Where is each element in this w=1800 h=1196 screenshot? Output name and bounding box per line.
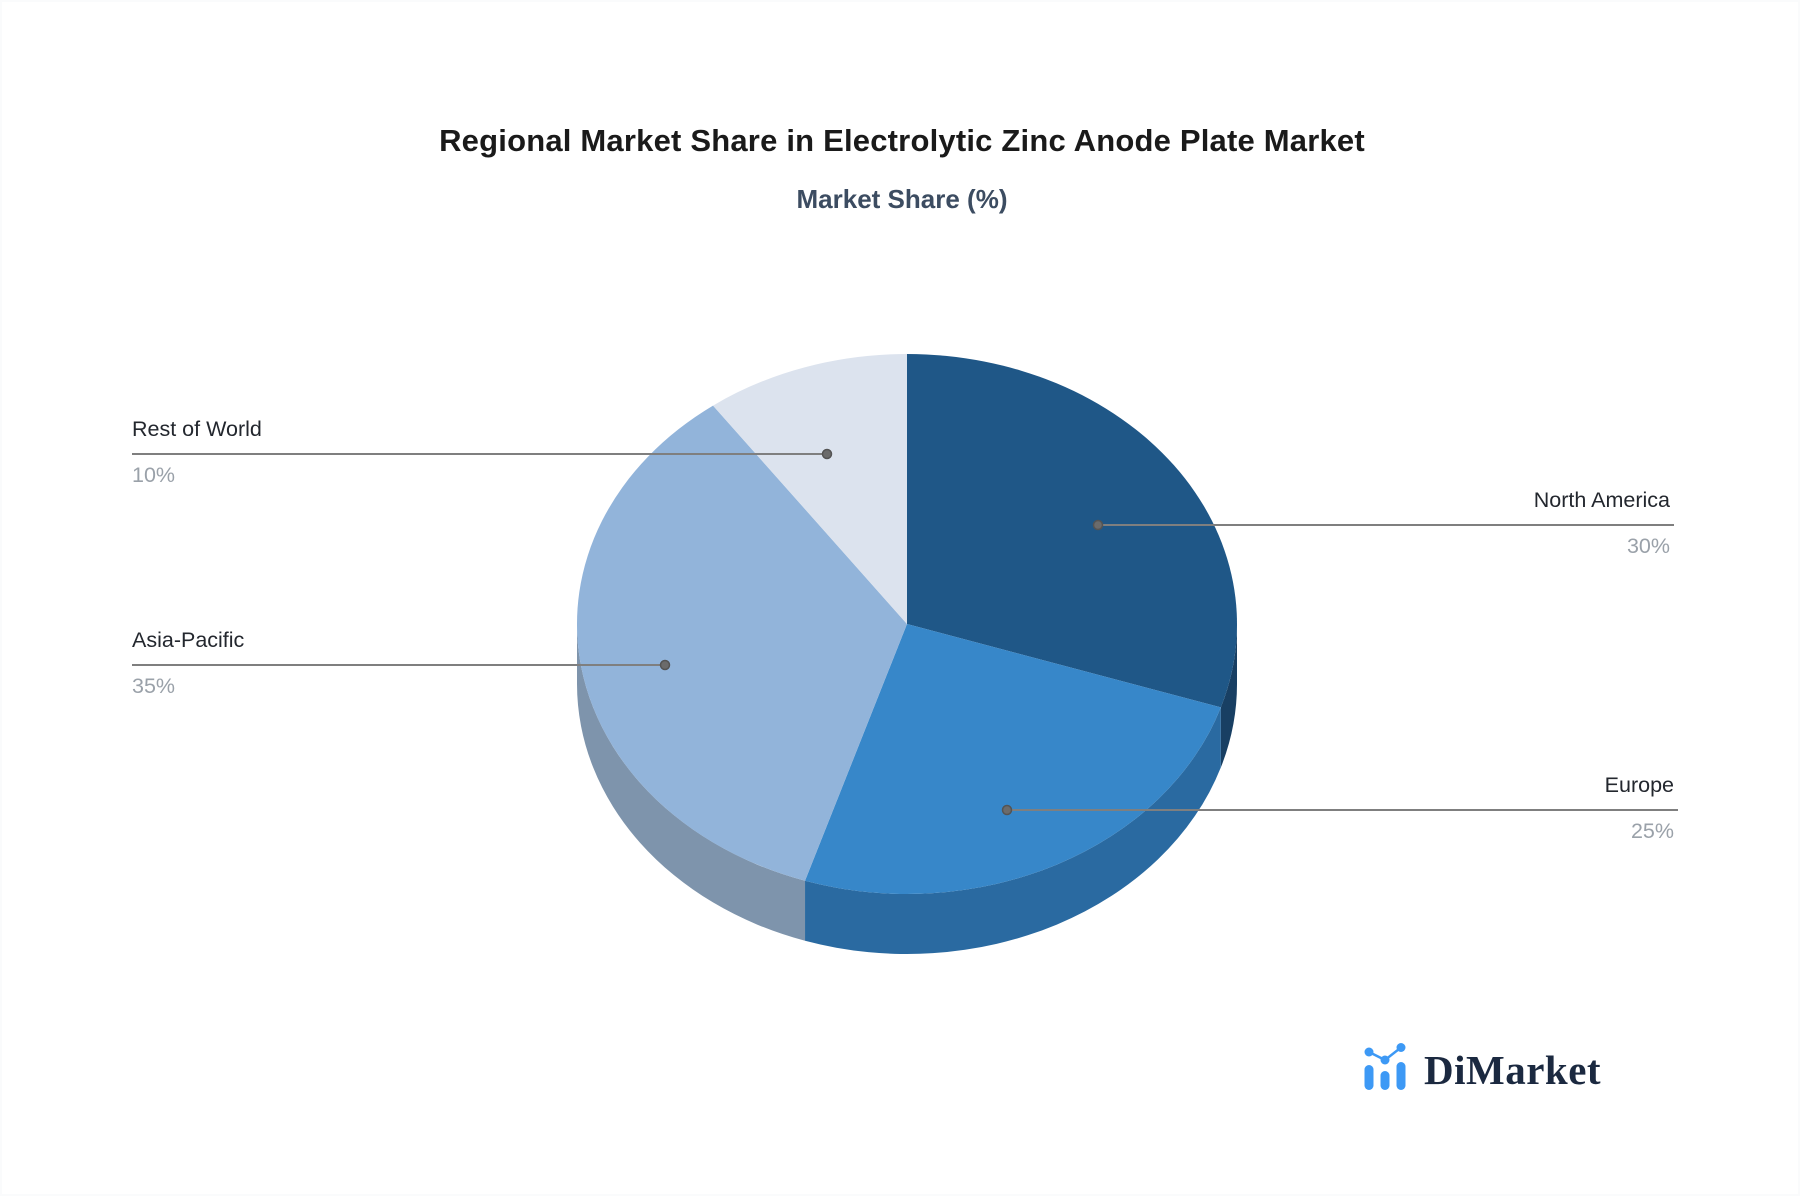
logo-dot: [1380, 1055, 1390, 1065]
pie-slice-side-asia-pacific: [577, 624, 806, 941]
chart-subtitle: Market Share (%): [796, 184, 1008, 214]
slice-percent: 10%: [132, 463, 176, 487]
leader-lines-group: [132, 448, 1678, 816]
leader-dot-asia-pacific: [659, 659, 671, 671]
pie-slice-europe[interactable]: [805, 624, 1221, 895]
pie-top-group: [577, 354, 1237, 895]
pie-slice-side-north-america: [1220, 624, 1237, 768]
pie-slice-asia-pacific[interactable]: [577, 405, 907, 881]
slice-label: North America: [1533, 488, 1670, 512]
bar-line-chart-icon: [1364, 1043, 1406, 1090]
pie-rim-group: [577, 624, 1237, 954]
slice-percent: 30%: [1626, 534, 1670, 558]
slice-label: Asia-Pacific: [132, 628, 245, 652]
pie-slice-rest-of-world[interactable]: [713, 354, 907, 624]
leader-dot-north-america: [1092, 519, 1104, 531]
pie-slice-side-europe: [805, 707, 1221, 954]
dimarket-logo: DiMarket: [1364, 1042, 1602, 1094]
chart-title: Regional Market Share in Electrolytic Zi…: [439, 123, 1365, 158]
leader-dot-europe: [1001, 804, 1013, 816]
slice-label: Rest of World: [132, 417, 262, 441]
logo-bar: [1396, 1062, 1406, 1090]
slice-label: Europe: [1604, 773, 1674, 797]
logo-text: DiMarket: [1424, 1047, 1602, 1094]
callout-asia-pacific: Asia-Pacific 35%: [132, 627, 244, 699]
callout-north-america: North America 30%: [1534, 487, 1670, 559]
logo-bar: [1364, 1065, 1374, 1090]
callout-europe: Europe 25%: [1605, 772, 1674, 844]
slice-percent: 25%: [1630, 819, 1674, 843]
logo-dot: [1364, 1047, 1374, 1057]
leader-dot-rest-of-world: [821, 448, 833, 460]
callout-rest-of-world: Rest of World 10%: [132, 416, 262, 488]
logo-bar: [1380, 1071, 1390, 1090]
slice-percent: 35%: [132, 674, 176, 698]
logo-dot: [1396, 1043, 1406, 1052]
pie-slice-north-america[interactable]: [907, 354, 1237, 708]
